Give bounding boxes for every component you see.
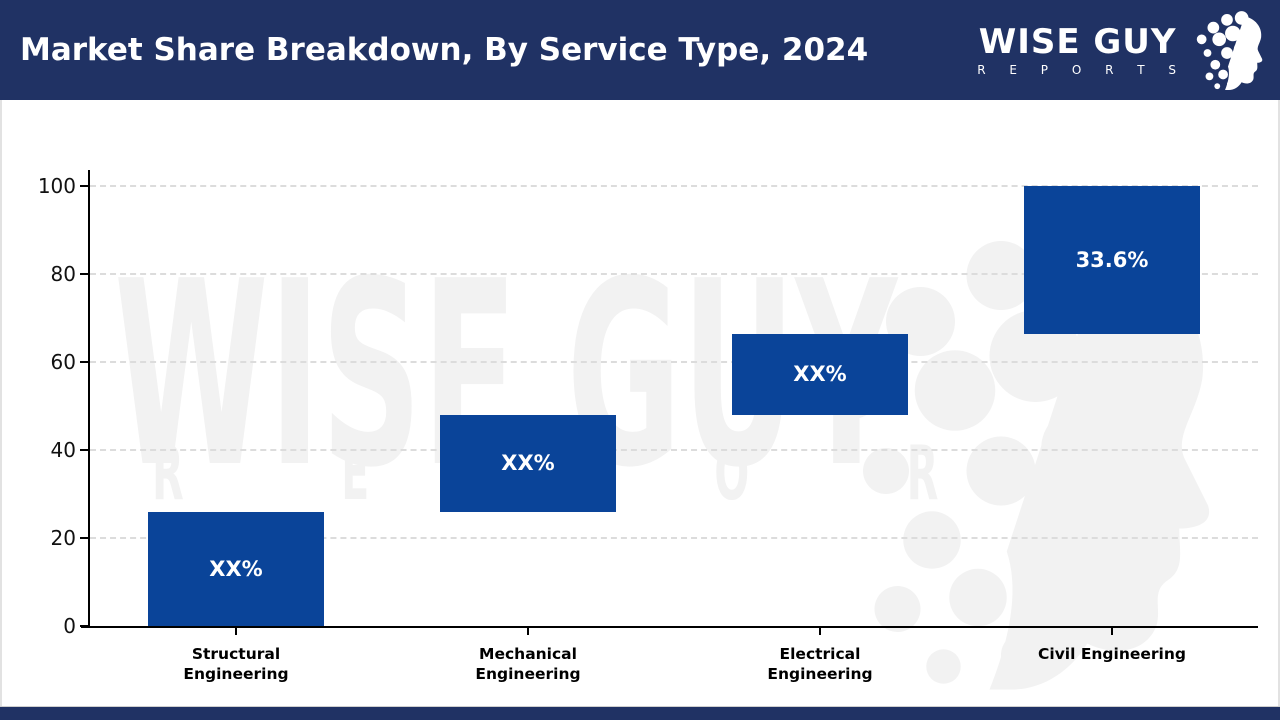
x-axis-tick: [819, 628, 821, 635]
y-axis-tick-label: 100: [37, 174, 76, 198]
y-axis-tick: [80, 185, 88, 187]
y-axis-tick-label: 0: [63, 614, 76, 638]
y-axis-tick-label: 60: [50, 350, 76, 374]
bar-value-label: XX%: [793, 362, 847, 387]
y-axis-tick: [80, 537, 88, 539]
logo-wordmark: WISE GUY R E P O R T S: [969, 24, 1186, 77]
x-axis-category-line: Engineering: [183, 665, 289, 683]
x-axis-category-label: Civil Engineering: [982, 644, 1242, 664]
x-axis-category-line: Engineering: [767, 665, 873, 683]
x-axis-tick: [527, 628, 529, 635]
x-axis-category-line: Engineering: [475, 665, 581, 683]
page-title: Market Share Breakdown, By Service Type,…: [20, 32, 869, 68]
x-axis-category-label: Structural Engineering: [106, 644, 366, 684]
x-axis-category-line: Mechanical: [479, 645, 577, 663]
gridline-40: [90, 449, 1258, 451]
logo-wordmark-line1: WISE GUY: [978, 22, 1177, 62]
bar-electrical-engineering: XX%: [732, 333, 908, 415]
footer-bar: [0, 706, 1280, 720]
gridline-60: [90, 361, 1258, 363]
gridline-20: [90, 537, 1258, 539]
bar-civil-engineering: 33.6%: [1024, 186, 1200, 334]
x-axis-category-line: Structural: [191, 645, 281, 663]
x-axis-category-line: Civil Engineering: [1038, 645, 1186, 663]
gridline-80: [90, 273, 1258, 275]
wiseguy-head-watermark-icon: [766, 218, 1236, 707]
y-axis-tick-label: 40: [50, 438, 76, 462]
wiseguy-logo: WISE GUY R E P O R T S: [977, 6, 1266, 94]
y-axis-spine: [88, 170, 90, 628]
y-axis-tick-label: 20: [50, 526, 76, 550]
y-axis-tick: [80, 625, 88, 627]
bar-value-label: 33.6%: [1075, 247, 1149, 272]
gridline-100: [90, 185, 1258, 187]
y-axis-tick-label: 80: [50, 262, 76, 286]
header-bar: Market Share Breakdown, By Service Type,…: [0, 0, 1280, 100]
bar-structural-engineering: XX%: [148, 511, 324, 626]
chart-canvas: WISE GUY R E P O R T S 0 20 40 60 80 100 XX% St…: [0, 100, 1280, 707]
x-axis-line: [81, 626, 1258, 628]
x-axis-tick: [235, 628, 237, 635]
bar-value-label: XX%: [501, 451, 555, 476]
logo-wordmark-line2: R E P O R T S: [977, 63, 1186, 77]
x-axis-category-label: Electrical Engineering: [690, 644, 950, 684]
x-axis-category-line: Electrical: [779, 645, 861, 663]
bar-value-label: XX%: [209, 556, 263, 581]
y-axis-tick: [80, 273, 88, 275]
bar-mechanical-engineering: XX%: [440, 414, 616, 512]
plot-area: 0 20 40 60 80 100 XX% Structural Engineering XX% M…: [38, 170, 1258, 683]
x-axis-tick: [1111, 628, 1113, 635]
wiseguy-head-logo-icon: [1188, 10, 1266, 100]
y-axis-tick: [80, 449, 88, 451]
x-axis-category-label: Mechanical Engineering: [398, 644, 658, 684]
y-axis-tick: [80, 361, 88, 363]
